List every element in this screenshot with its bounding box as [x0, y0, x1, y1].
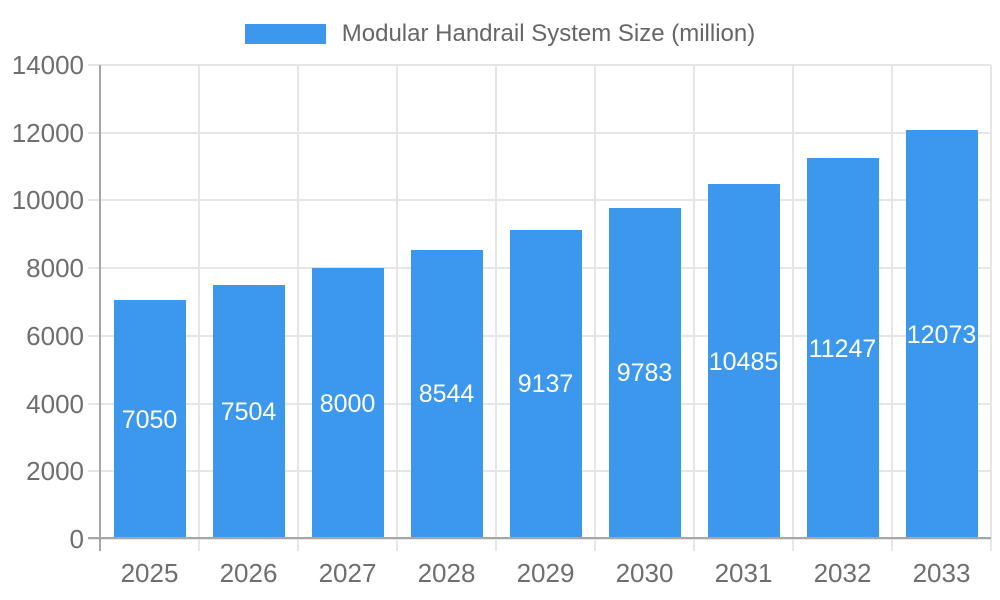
- y-axis-tick: [88, 334, 100, 337]
- v-gridline: [594, 65, 596, 539]
- v-gridline: [990, 65, 992, 539]
- x-axis-tick-label: 2029: [516, 558, 575, 588]
- bar-value-label: 7050: [121, 405, 178, 434]
- x-axis-tick-label: 2030: [615, 558, 674, 588]
- x-axis-tick: [594, 539, 596, 551]
- y-axis-tick: [88, 402, 100, 405]
- bar[interactable]: [410, 249, 483, 539]
- h-gridline: [100, 538, 991, 540]
- v-gridline: [495, 65, 497, 539]
- v-gridline: [891, 65, 893, 539]
- h-gridline: [100, 131, 991, 134]
- bar-value-label: 10485: [708, 347, 779, 376]
- bar-value-label: 9137: [517, 370, 574, 399]
- x-axis-tick: [990, 539, 992, 551]
- plot-area: 2033 12073 2032 11247 2031 10485 2030 9783 2029 9…: [12, 50, 992, 588]
- x-axis-tick: [297, 539, 299, 551]
- y-axis-tick-label: 8000: [26, 253, 84, 284]
- bar[interactable]: [212, 284, 285, 539]
- y-axis-tick-label: 2000: [26, 456, 84, 487]
- x-axis-tick: [792, 539, 794, 551]
- bar[interactable]: [509, 229, 582, 539]
- y-axis-tick: [88, 470, 100, 473]
- bar-value-label: 8544: [418, 380, 475, 409]
- x-axis-tick-label: 2027: [318, 558, 377, 588]
- bar[interactable]: [806, 158, 879, 539]
- v-gridline: [297, 65, 299, 539]
- x-axis-line: [88, 537, 991, 539]
- bar-value-label: 12073: [906, 320, 977, 349]
- v-gridline: [693, 65, 695, 539]
- y-axis-tick-label: 0: [69, 524, 84, 554]
- y-axis-tick-label: 14000: [11, 50, 84, 80]
- bar-value-label: 11247: [808, 334, 877, 363]
- h-gridline: [100, 64, 991, 66]
- y-axis-line: [99, 65, 101, 551]
- bar-value-label: 9783: [616, 359, 673, 388]
- v-gridline: [792, 65, 794, 539]
- legend[interactable]: Modular Handrail System Size (million): [0, 20, 1000, 48]
- x-axis-tick: [198, 539, 200, 551]
- bar[interactable]: [311, 268, 384, 539]
- bar[interactable]: [707, 184, 780, 539]
- x-axis-tick-label: 2026: [219, 558, 278, 588]
- legend-label: Modular Handrail System Size (million): [341, 20, 756, 47]
- y-axis-tick-label: 12000: [11, 117, 84, 148]
- y-axis-tick-label: 4000: [26, 388, 84, 419]
- x-axis-tick: [891, 539, 893, 551]
- y-axis-tick-label: 10000: [11, 185, 84, 216]
- bar-value-label: 7504: [220, 397, 277, 426]
- bar-value-label: 8000: [319, 389, 376, 418]
- x-axis-tick-label: 2028: [417, 558, 476, 588]
- y-axis-tick: [88, 131, 100, 134]
- bar[interactable]: [113, 300, 186, 539]
- y-axis-tick: [88, 199, 100, 202]
- legend-swatch-icon: [244, 24, 326, 44]
- bar[interactable]: [608, 207, 681, 539]
- x-axis-tick-label: 2025: [120, 558, 179, 588]
- x-axis-tick-label: 2032: [813, 558, 872, 588]
- y-axis-tick: [88, 538, 100, 540]
- x-axis-tick: [693, 539, 695, 551]
- bar[interactable]: [905, 130, 978, 539]
- h-gridline: [100, 199, 991, 202]
- y-axis-tick: [88, 64, 100, 66]
- y-axis-tick-label: 6000: [26, 320, 84, 351]
- v-gridline: [198, 65, 200, 539]
- x-axis-tick: [396, 539, 398, 551]
- x-axis-tick: [495, 539, 497, 551]
- x-axis-tick-label: 2031: [714, 558, 773, 588]
- x-axis-tick-label: 2033: [912, 558, 971, 588]
- v-gridline: [396, 65, 398, 539]
- y-axis-tick: [88, 267, 100, 270]
